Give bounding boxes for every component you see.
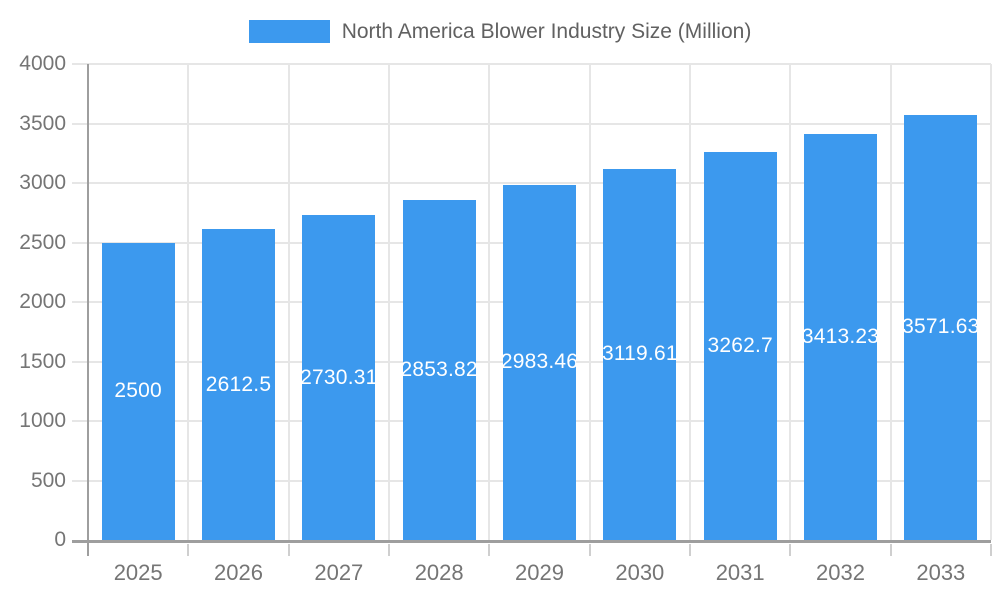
x-axis-label: 2026 xyxy=(214,560,263,585)
x-axis-label: 2033 xyxy=(916,560,966,585)
v-gridline xyxy=(689,64,691,540)
y-axis-label: 1500 xyxy=(19,349,66,373)
x-tick xyxy=(889,544,892,556)
y-axis-line xyxy=(87,64,89,556)
v-gridline xyxy=(388,64,390,540)
legend-swatch xyxy=(248,20,330,43)
bar-value-label: 3571.63 xyxy=(904,315,978,339)
v-gridline xyxy=(187,64,190,540)
bar-value-label: 3413.23 xyxy=(804,324,877,348)
v-gridline xyxy=(287,64,290,540)
h-gridline xyxy=(88,182,991,184)
v-gridline xyxy=(990,64,992,540)
x-tick xyxy=(287,544,290,556)
x-tick xyxy=(488,544,491,556)
bar-value-label: 2500 xyxy=(114,379,162,403)
bar[interactable]: 3119.61 xyxy=(603,168,677,540)
y-axis-label: 2500 xyxy=(19,230,66,254)
y-axis-label: 500 xyxy=(30,468,66,492)
bar[interactable]: 2612.5 xyxy=(202,229,275,540)
y-tick xyxy=(72,360,88,363)
y-tick xyxy=(72,479,88,482)
x-axis-label: 2028 xyxy=(414,560,464,585)
y-tick xyxy=(72,241,88,244)
x-axis-label: 2032 xyxy=(816,560,865,585)
y-tick xyxy=(72,182,88,184)
y-tick xyxy=(72,420,88,422)
x-tick xyxy=(187,544,190,556)
y-tick xyxy=(72,122,88,125)
bar-value-label: 3262.7 xyxy=(707,333,773,357)
legend[interactable]: North America Blower Industry Size (Mill… xyxy=(0,20,1000,43)
y-axis-label: 2000 xyxy=(19,290,66,313)
bar[interactable]: 2500 xyxy=(101,242,175,540)
bar[interactable]: 3413.23 xyxy=(804,133,877,540)
bar[interactable]: 3262.7 xyxy=(703,151,777,540)
v-gridline xyxy=(588,64,591,540)
x-axis-label: 2029 xyxy=(515,560,564,585)
bar-value-label: 2983.46 xyxy=(503,350,576,374)
bar-value-label: 2853.82 xyxy=(402,358,476,382)
y-axis-label: 1000 xyxy=(19,409,66,432)
y-axis-label: 4000 xyxy=(19,52,66,75)
x-axis-label: 2025 xyxy=(113,560,163,585)
v-gridline xyxy=(889,64,892,540)
y-axis-label: 3000 xyxy=(19,171,66,194)
y-axis-label: 3500 xyxy=(19,111,66,135)
y-tick xyxy=(72,301,88,303)
bar[interactable]: 3571.63 xyxy=(904,114,978,540)
legend-label: North America Blower Industry Size (Mill… xyxy=(341,19,752,43)
x-axis-line xyxy=(72,540,991,543)
x-axis-label: 2030 xyxy=(615,560,665,585)
x-tick xyxy=(388,544,390,556)
x-axis-label: 2031 xyxy=(715,560,765,585)
h-gridline xyxy=(88,63,991,65)
bar-value-label: 2730.31 xyxy=(302,365,376,389)
bar[interactable]: 2730.31 xyxy=(302,215,376,540)
h-gridline xyxy=(88,122,991,125)
bar[interactable]: 2983.46 xyxy=(503,184,576,540)
x-axis-label: 2027 xyxy=(314,560,364,585)
x-tick xyxy=(689,544,691,556)
y-axis-label: 0 xyxy=(54,528,66,551)
x-tick xyxy=(990,544,992,556)
v-gridline xyxy=(789,64,792,540)
bar-value-label: 3119.61 xyxy=(603,342,677,366)
v-gridline xyxy=(488,64,491,540)
y-tick xyxy=(72,63,88,65)
bar-value-label: 2612.5 xyxy=(205,372,272,396)
x-tick xyxy=(588,544,591,556)
x-tick xyxy=(789,544,792,556)
bar[interactable]: 2853.82 xyxy=(402,200,476,540)
